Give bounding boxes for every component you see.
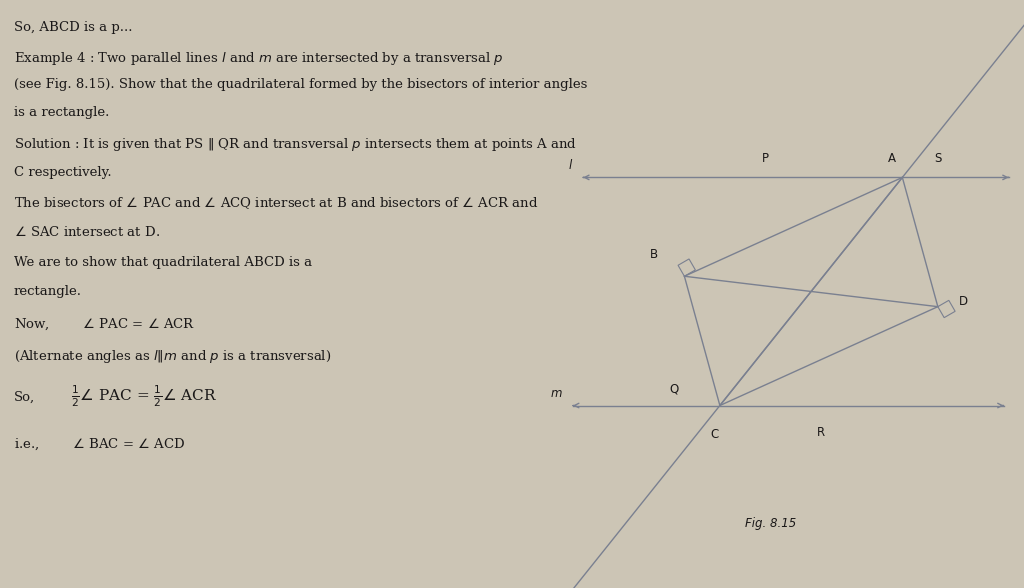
- Text: The bisectors of $\angle$ PAC and $\angle$ ACQ intersect at B and bisectors of $: The bisectors of $\angle$ PAC and $\angl…: [13, 195, 538, 211]
- Text: C respectively.: C respectively.: [13, 166, 112, 179]
- Text: rectangle.: rectangle.: [13, 285, 82, 298]
- Text: P: P: [762, 152, 769, 165]
- Text: $m$: $m$: [550, 387, 563, 400]
- Text: $\angle$ SAC intersect at D.: $\angle$ SAC intersect at D.: [13, 225, 160, 239]
- Text: $\frac{1}{2}\angle$ PAC = $\frac{1}{2}\angle$ ACR: $\frac{1}{2}\angle$ PAC = $\frac{1}{2}\a…: [72, 383, 218, 409]
- Text: (see Fig. 8.15). Show that the quadrilateral formed by the bisectors of interior: (see Fig. 8.15). Show that the quadrilat…: [13, 78, 587, 91]
- Text: Fig. 8.15: Fig. 8.15: [744, 517, 797, 530]
- Text: So, ABCD is a p...: So, ABCD is a p...: [13, 21, 132, 34]
- Text: is a rectangle.: is a rectangle.: [13, 106, 110, 119]
- Text: We are to show that quadrilateral ABCD is a: We are to show that quadrilateral ABCD i…: [13, 256, 312, 269]
- Text: Solution : It is given that PS $\|$ QR and transversal $p$ intersects them at po: Solution : It is given that PS $\|$ QR a…: [13, 136, 577, 153]
- Text: Example 4 : Two parallel lines $l$ and $m$ are intersected by a transversal $p$: Example 4 : Two parallel lines $l$ and $…: [13, 50, 504, 67]
- Text: C: C: [711, 428, 719, 442]
- Text: i.e.,        $\angle$ BAC = $\angle$ ACD: i.e., $\angle$ BAC = $\angle$ ACD: [13, 436, 185, 452]
- Text: (Alternate angles as $l \| m$ and $p$ is a transversal): (Alternate angles as $l \| m$ and $p$ is…: [13, 348, 331, 365]
- Text: Now,        $\angle$ PAC = $\angle$ ACR: Now, $\angle$ PAC = $\angle$ ACR: [13, 316, 195, 332]
- Text: Q: Q: [670, 382, 679, 395]
- Text: $l$: $l$: [567, 158, 572, 172]
- Text: So,: So,: [13, 391, 35, 404]
- Text: D: D: [958, 295, 968, 308]
- Text: R: R: [817, 426, 825, 439]
- Text: A: A: [888, 152, 896, 165]
- Text: S: S: [934, 152, 941, 165]
- Text: B: B: [650, 248, 658, 261]
